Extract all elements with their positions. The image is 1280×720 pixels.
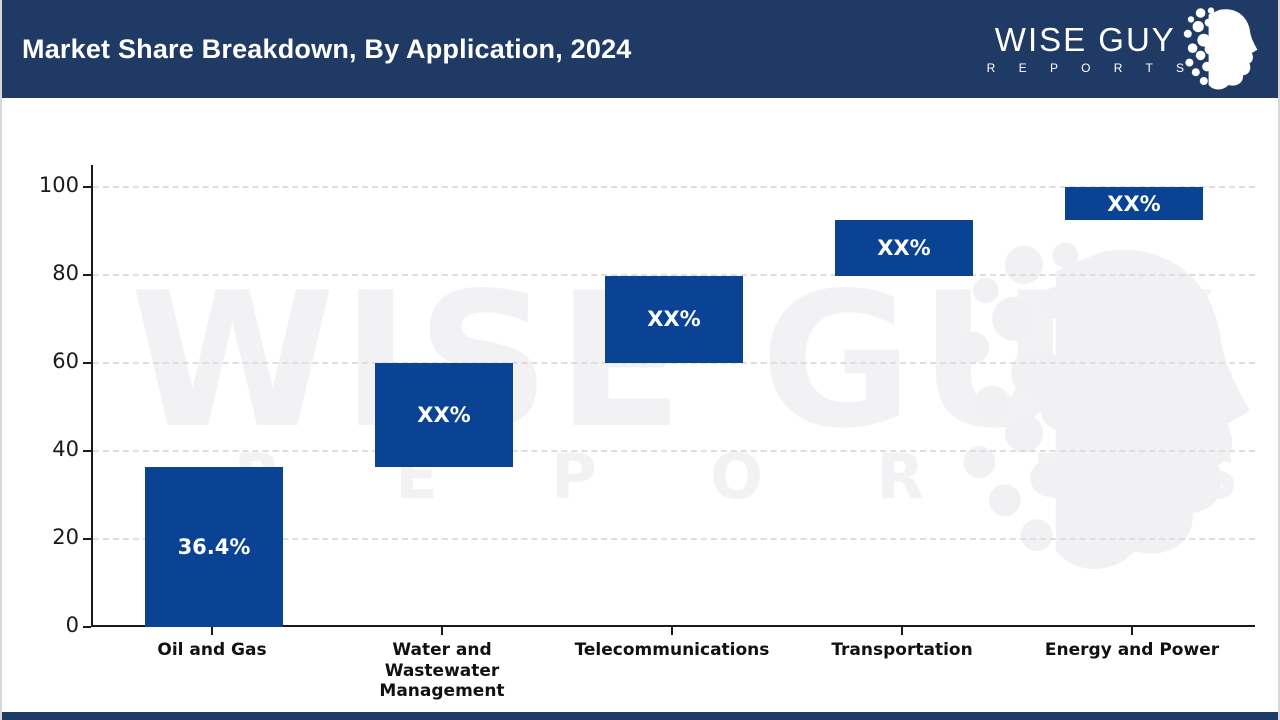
y-tick-label: 20 [52,525,79,549]
logo: WISE GUY R E P O R T S [977,5,1264,93]
bar: 36.4% [145,466,283,627]
header-bar: Market Share Breakdown, By Application, … [2,0,1278,98]
logo-text: WISE GUY R E P O R T S [977,23,1194,75]
bar-value-label: XX% [877,236,931,261]
y-tick-mark [83,274,91,276]
y-tick-label: 60 [52,349,79,373]
plot-area: 36.4% XX% XX% XX% XX% [91,165,1255,627]
bar: XX% [835,220,973,276]
y-tick-label: 0 [65,613,79,637]
x-category-label: Telecommunications [574,640,770,660]
bar: XX% [605,275,743,363]
y-tick-mark [83,626,91,628]
gridline [93,362,1255,364]
y-tick-mark [83,362,91,364]
gridline [93,450,1255,452]
x-tick-mark [211,627,213,635]
y-tick-mark [83,186,91,188]
bar: XX% [375,363,513,467]
y-tick-label: 100 [38,173,79,197]
bar: XX% [1065,187,1203,221]
gridline [93,274,1255,276]
y-tick-mark [83,450,91,452]
page-title: Market Share Breakdown, By Application, … [22,33,632,64]
y-tick-label: 40 [52,437,79,461]
bar-value-label: 36.4% [177,534,251,559]
x-tick-mark [1131,627,1133,635]
bar-value-label: XX% [1107,191,1161,216]
x-tick-mark [901,627,903,635]
logo-wordmark: WISE GUY [994,21,1176,58]
x-category-label: Oil and Gas [157,640,267,660]
logo-head-icon [1183,7,1258,90]
x-tick-mark [671,627,673,635]
bar-value-label: XX% [647,307,701,332]
gridline [93,538,1255,540]
footer-strip [2,712,1278,720]
y-tick-mark [83,538,91,540]
y-tick-label: 80 [52,261,79,285]
x-category-label: Water and Wastewater Management [379,640,505,702]
gridline [93,186,1255,188]
x-tick-mark [441,627,443,635]
bar-value-label: XX% [417,402,471,427]
x-category-label: Energy and Power [1044,640,1220,660]
logo-subtitle: R E P O R T S [986,61,1194,75]
x-category-label: Transportation [831,640,973,660]
